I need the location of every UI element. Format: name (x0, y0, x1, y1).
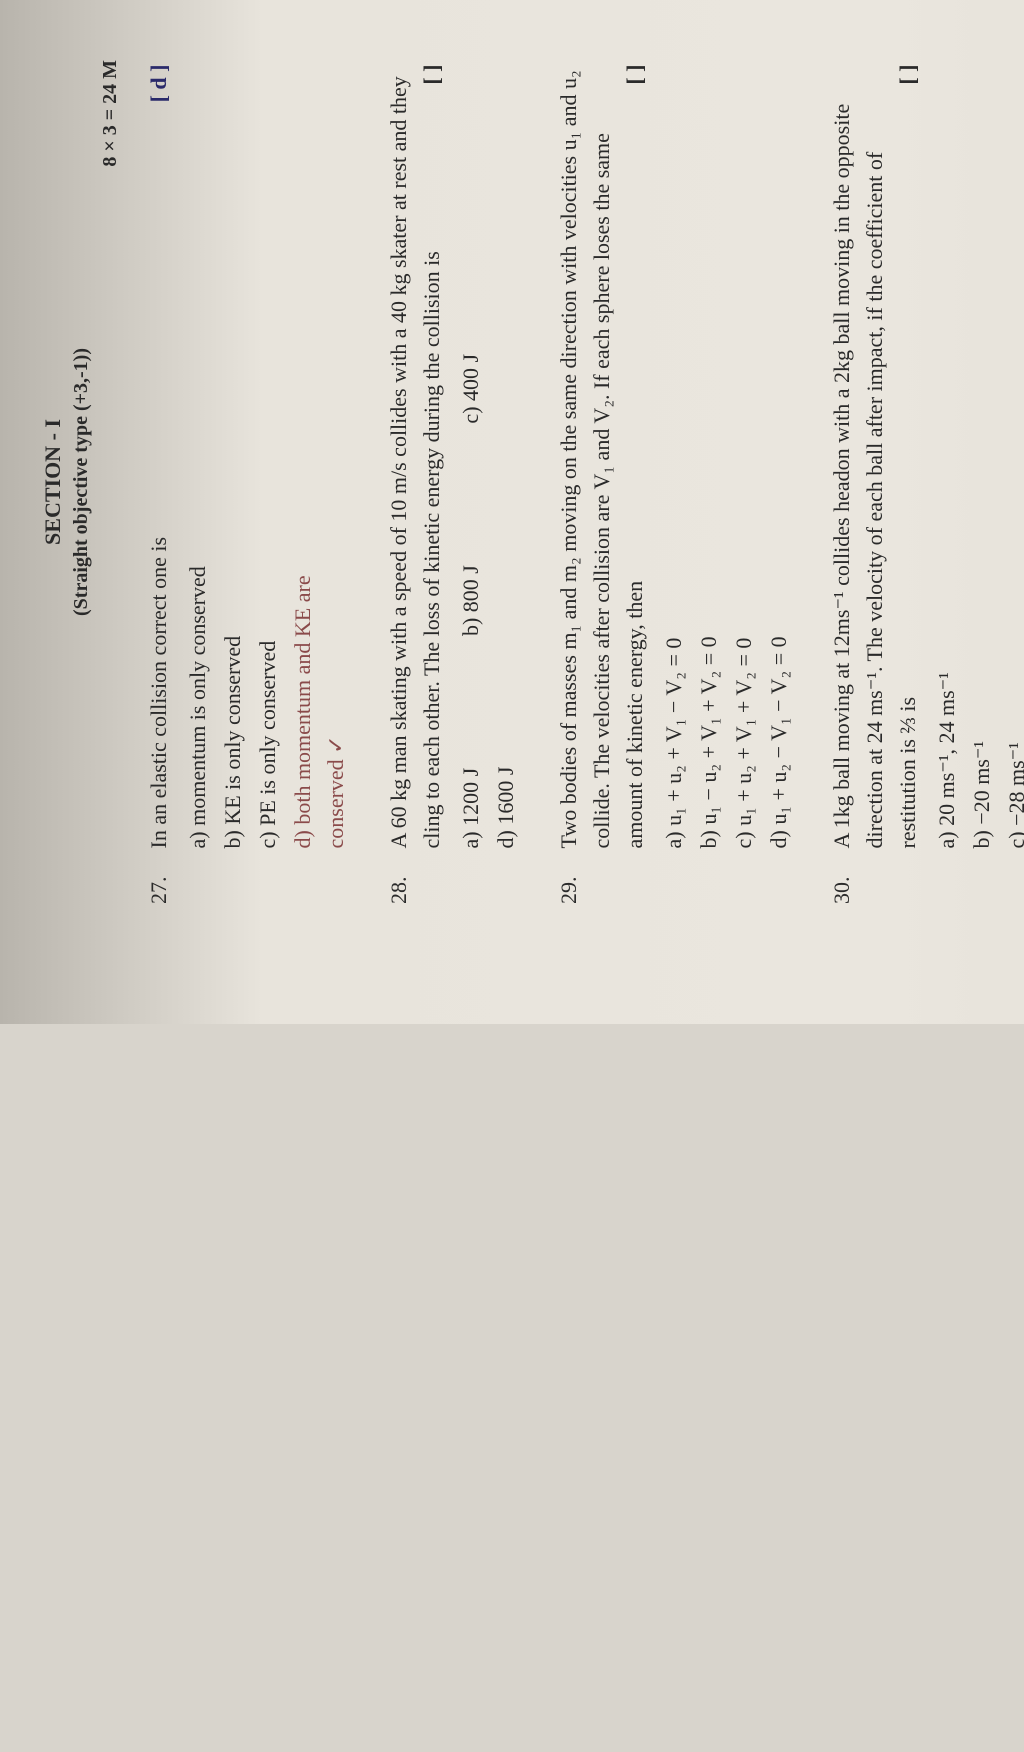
question-number: 30. (825, 854, 858, 904)
option-d: d) 1600 J (489, 676, 522, 848)
answer-bracket: [ ] (891, 65, 924, 85)
option-a: a) 1200 J (454, 676, 487, 848)
option-a: a) momentum is only conserved (181, 496, 214, 849)
option-c: c) 400 J (454, 251, 487, 423)
options-row: a) 20 ms⁻¹, 24 ms⁻¹ b) −20 ms⁻¹ c) −28 m… (930, 65, 1024, 849)
question-number: 28. (382, 854, 415, 904)
section-marks: 8 × 3 = 24 M (99, 60, 122, 904)
question-text: A 1kg ball moving at 12ms⁻¹ collides hea… (829, 104, 920, 849)
answer-bracket: [ d ] (142, 65, 175, 103)
question-body: Two bodies of masses m₁ and m₂ moving on… (552, 65, 797, 849)
question-body: A 60 kg man skating with a speed of 10 m… (382, 65, 524, 849)
question-body: A 1kg ball moving at 12ms⁻¹ collides hea… (825, 65, 1024, 849)
options-row: a) momentum is only conserved b) KE is o… (181, 65, 354, 849)
option-b: b) 800 J (454, 464, 487, 636)
option-c: c) u₁ + u₂ + V₁ + V₂ = 0 (727, 496, 760, 849)
option-b: b) KE is only conserved (216, 496, 249, 849)
option-a: a) 20 ms⁻¹, 24 ms⁻¹ (930, 496, 963, 849)
question-number: 27. (142, 854, 175, 904)
question-28: 28. A 60 kg man skating with a speed of … (382, 60, 524, 904)
answer-bracket: [ ] (618, 65, 651, 85)
question-text: Two bodies of masses m₁ and m₂ moving on… (556, 70, 647, 848)
exam-page: SECTION - I (Straight objective type (+3… (0, 0, 1024, 1024)
option-c: c) −28 ms⁻¹ (1000, 496, 1024, 849)
question-30: 30. A 1kg ball moving at 12ms⁻¹ collides… (825, 60, 1024, 904)
option-c: c) PE is only conserved (251, 496, 284, 849)
section-subtitle: (Straight objective type (+3,-1)) (70, 60, 93, 904)
option-a: a) u₁ + u₂ + V₁ − V₂ = 0 (657, 496, 690, 849)
option-d: d) both momentum and KE are conserved ✓ (286, 496, 352, 849)
question-text: In an elastic collision correct one is (146, 537, 171, 849)
answer-bracket: [ ] (415, 65, 448, 85)
question-text: A 60 kg man skating with a speed of 10 m… (386, 76, 444, 848)
options-row: a) u₁ + u₂ + V₁ − V₂ = 0 b) u₁ − u₂ + V₁… (657, 65, 797, 849)
question-number: 29. (552, 854, 585, 904)
section-title: SECTION - I (40, 60, 66, 904)
question-29: 29. Two bodies of masses m₁ and m₂ movin… (552, 60, 797, 904)
question-27: 27. In an elastic collision correct one … (142, 60, 354, 904)
options-row: a) 1200 J b) 800 J c) 400 J d) 1600 J (454, 65, 524, 849)
option-d: d) u₁ + u₂ − V₁ − V₂ = 0 (762, 496, 795, 849)
option-b: b) u₁ − u₂ + V₁ + V₂ = 0 (692, 496, 725, 849)
option-b: b) −20 ms⁻¹ (965, 496, 998, 849)
question-body: In an elastic collision correct one is [… (142, 65, 354, 849)
